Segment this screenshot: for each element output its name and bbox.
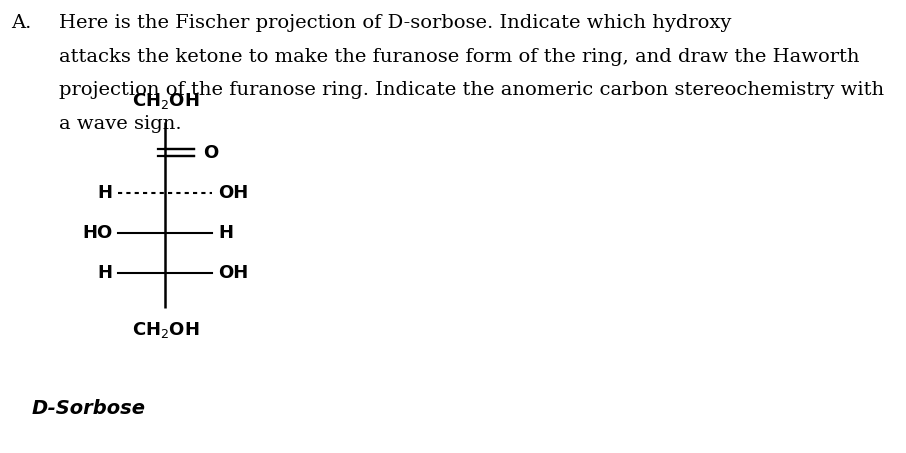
- Text: OH: OH: [218, 265, 248, 283]
- Text: Here is the Fischer projection of D-sorbose. Indicate which hydroxy: Here is the Fischer projection of D-sorb…: [59, 14, 731, 32]
- Text: CH$_2$OH: CH$_2$OH: [131, 320, 199, 340]
- Text: projection of the furanose ring. Indicate the anomeric carbon stereochemistry wi: projection of the furanose ring. Indicat…: [59, 81, 884, 99]
- Text: D-Sorbose: D-Sorbose: [32, 399, 146, 418]
- Text: H: H: [218, 224, 233, 242]
- Text: attacks the ketone to make the furanose form of the ring, and draw the Haworth: attacks the ketone to make the furanose …: [59, 48, 860, 66]
- Text: A.: A.: [12, 14, 32, 32]
- Text: H: H: [98, 265, 112, 283]
- Text: HO: HO: [82, 224, 112, 242]
- Text: H: H: [98, 184, 112, 202]
- Text: CH$_2$OH: CH$_2$OH: [131, 91, 199, 111]
- Text: O: O: [203, 144, 218, 162]
- Text: OH: OH: [218, 184, 248, 202]
- Text: a wave sign.: a wave sign.: [59, 115, 182, 133]
